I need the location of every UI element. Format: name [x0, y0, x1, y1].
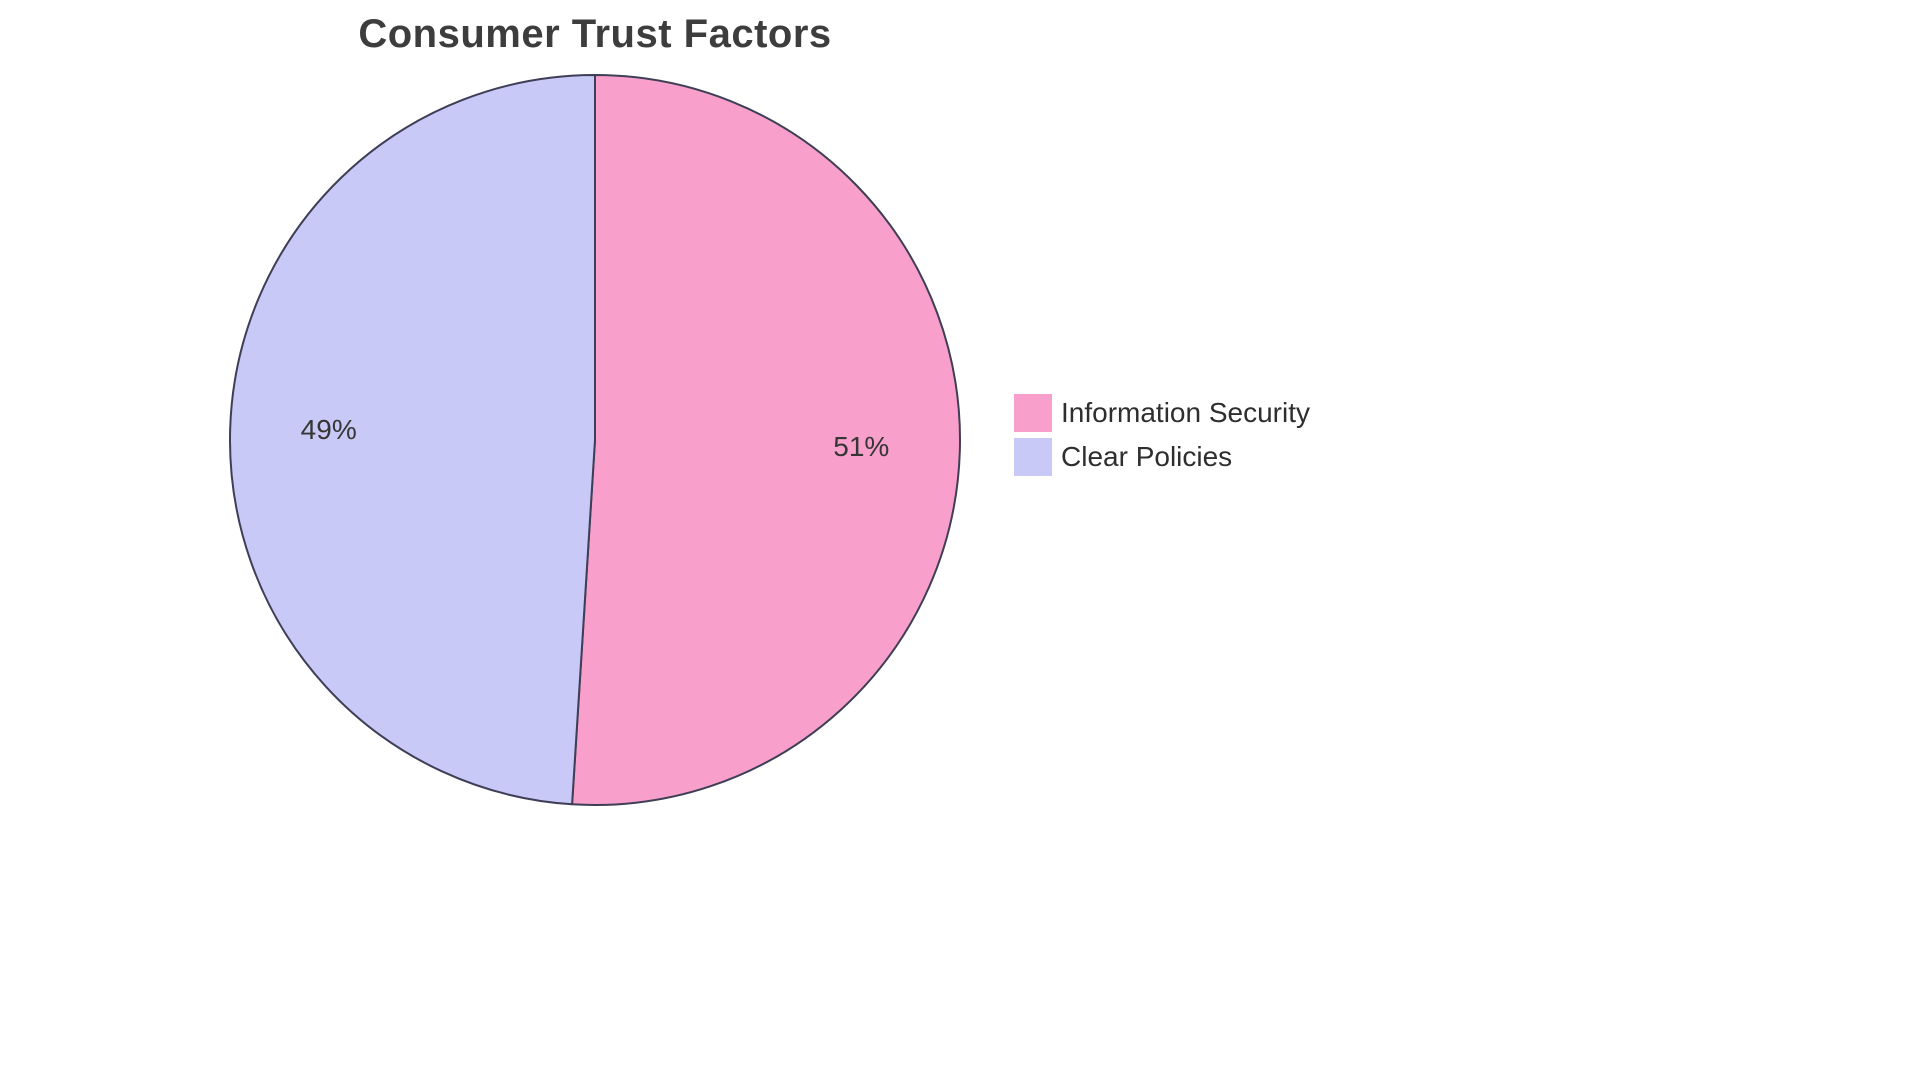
legend-item: Clear Policies: [1014, 438, 1310, 476]
legend-item: Information Security: [1014, 394, 1310, 432]
pie-slice-clear-policies: [229, 74, 596, 806]
legend: Information Security Clear Policies: [1014, 394, 1310, 476]
chart-title: Consumer Trust Factors: [358, 12, 832, 56]
legend-swatch-information-security: [1014, 394, 1052, 432]
percent-label: 49%: [301, 414, 357, 445]
percent-label: 51%: [833, 431, 889, 462]
legend-swatch-clear-policies: [1014, 438, 1052, 476]
pie-slice-information-security: [571, 74, 961, 806]
legend-label-information-security: Information Security: [1061, 397, 1310, 428]
legend-label-clear-policies: Clear Policies: [1061, 441, 1233, 472]
